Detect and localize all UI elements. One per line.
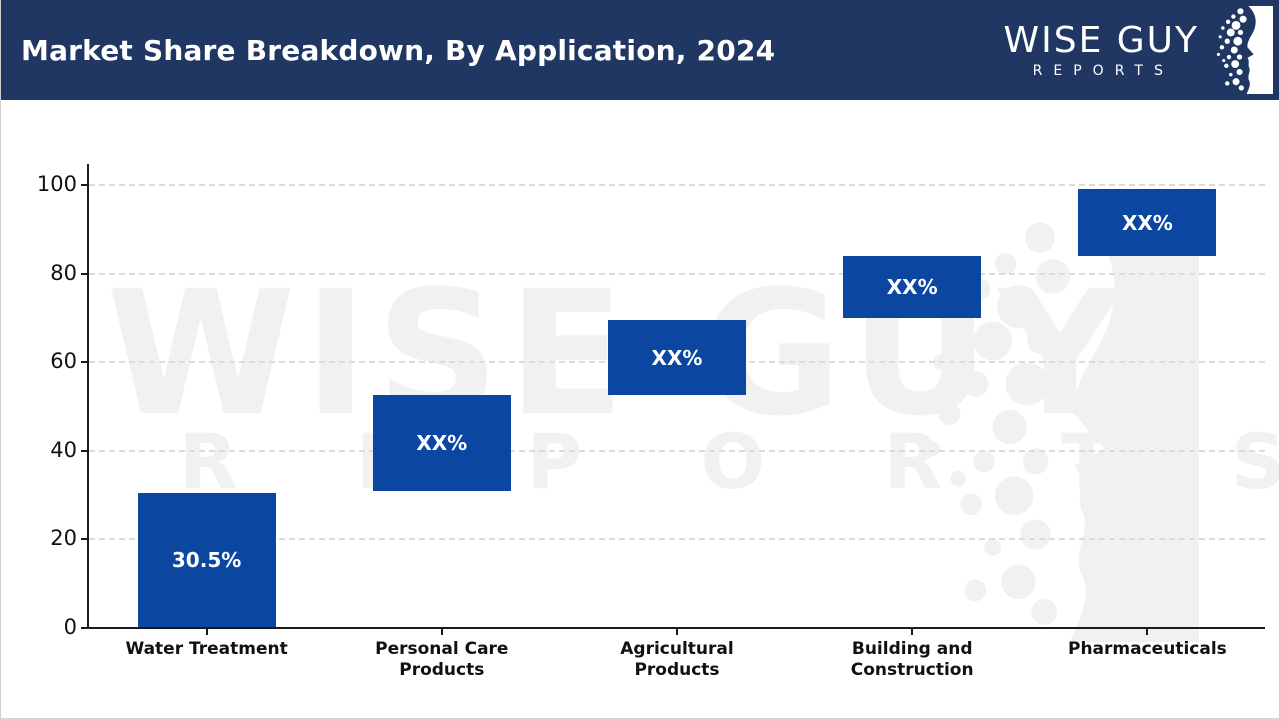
x-category-label-line: Agricultural [620, 639, 734, 659]
bar-building-and-construction: XX% [843, 255, 982, 318]
bar-water-treatment: 30.5% [137, 492, 276, 628]
bar-value-label: 30.5% [171, 548, 242, 573]
bar-personal-care-products: XX% [372, 395, 511, 491]
y-tick-label: 20 [50, 526, 77, 551]
x-category-label-line: Water Treatment [125, 639, 288, 659]
y-tick-mark [81, 627, 88, 629]
bar-pharmaceuticals: XX% [1078, 189, 1217, 256]
bar-agricultural-products: XX% [608, 320, 746, 396]
y-tick-label: 0 [63, 615, 77, 639]
logo-head-icon [1216, 6, 1273, 94]
header: Market Share Breakdown, By Application, … [1, 0, 1279, 100]
x-tick-mark [1146, 628, 1149, 635]
y-tick-label: 60 [50, 349, 77, 374]
gridline [89, 449, 1265, 452]
x-tick-mark [440, 628, 443, 635]
bar-value-label: XX% [416, 431, 468, 456]
y-tick-mark [81, 361, 88, 364]
x-tick-mark [676, 628, 678, 635]
x-category-label-line: Construction [850, 660, 974, 681]
x-category-label: Water Treatment [92, 639, 322, 660]
y-tick-mark [81, 449, 88, 452]
page-title: Market Share Breakdown, By Application, … [21, 33, 776, 67]
x-category-label-line: Products [399, 660, 485, 681]
x-category-label: Pharmaceuticals [1032, 639, 1262, 660]
bar-value-label: XX% [886, 274, 938, 299]
logo-reports-text: REPORTS [1032, 62, 1174, 79]
y-tick-mark [81, 272, 88, 275]
x-category-label-line: Building and [851, 639, 973, 659]
x-category-label: Personal Care Products [327, 639, 557, 682]
y-tick-label: 100 [36, 172, 77, 196]
y-tick-label: 40 [50, 437, 77, 462]
gridline [89, 184, 1265, 186]
y-tick-mark [81, 184, 88, 186]
x-category-label-line: Pharmaceuticals [1068, 639, 1227, 659]
bar-value-label: XX% [651, 345, 703, 370]
y-tick-mark [81, 538, 88, 541]
logo-text: WISE GUY REPORTS [1003, 19, 1200, 79]
logo-wiseguy-text: WISE GUY [1003, 19, 1199, 61]
wise-guy-logo: WISE GUY REPORTS [1003, 6, 1273, 94]
x-tick-mark [911, 628, 914, 635]
x-category-label: Building and Construction [797, 639, 1027, 682]
watermark-head-icon [924, 212, 1199, 642]
gridline [89, 272, 1265, 275]
x-tick-mark [205, 628, 208, 635]
y-tick-label: 80 [50, 260, 77, 285]
x-category-label-line: Products [634, 660, 720, 681]
x-category-label: Agricultural Products [562, 639, 792, 682]
x-category-label-line: Personal Care [375, 639, 509, 659]
gridline [89, 538, 1265, 541]
y-axis-line [87, 164, 89, 628]
bar-value-label: XX% [1121, 210, 1173, 235]
